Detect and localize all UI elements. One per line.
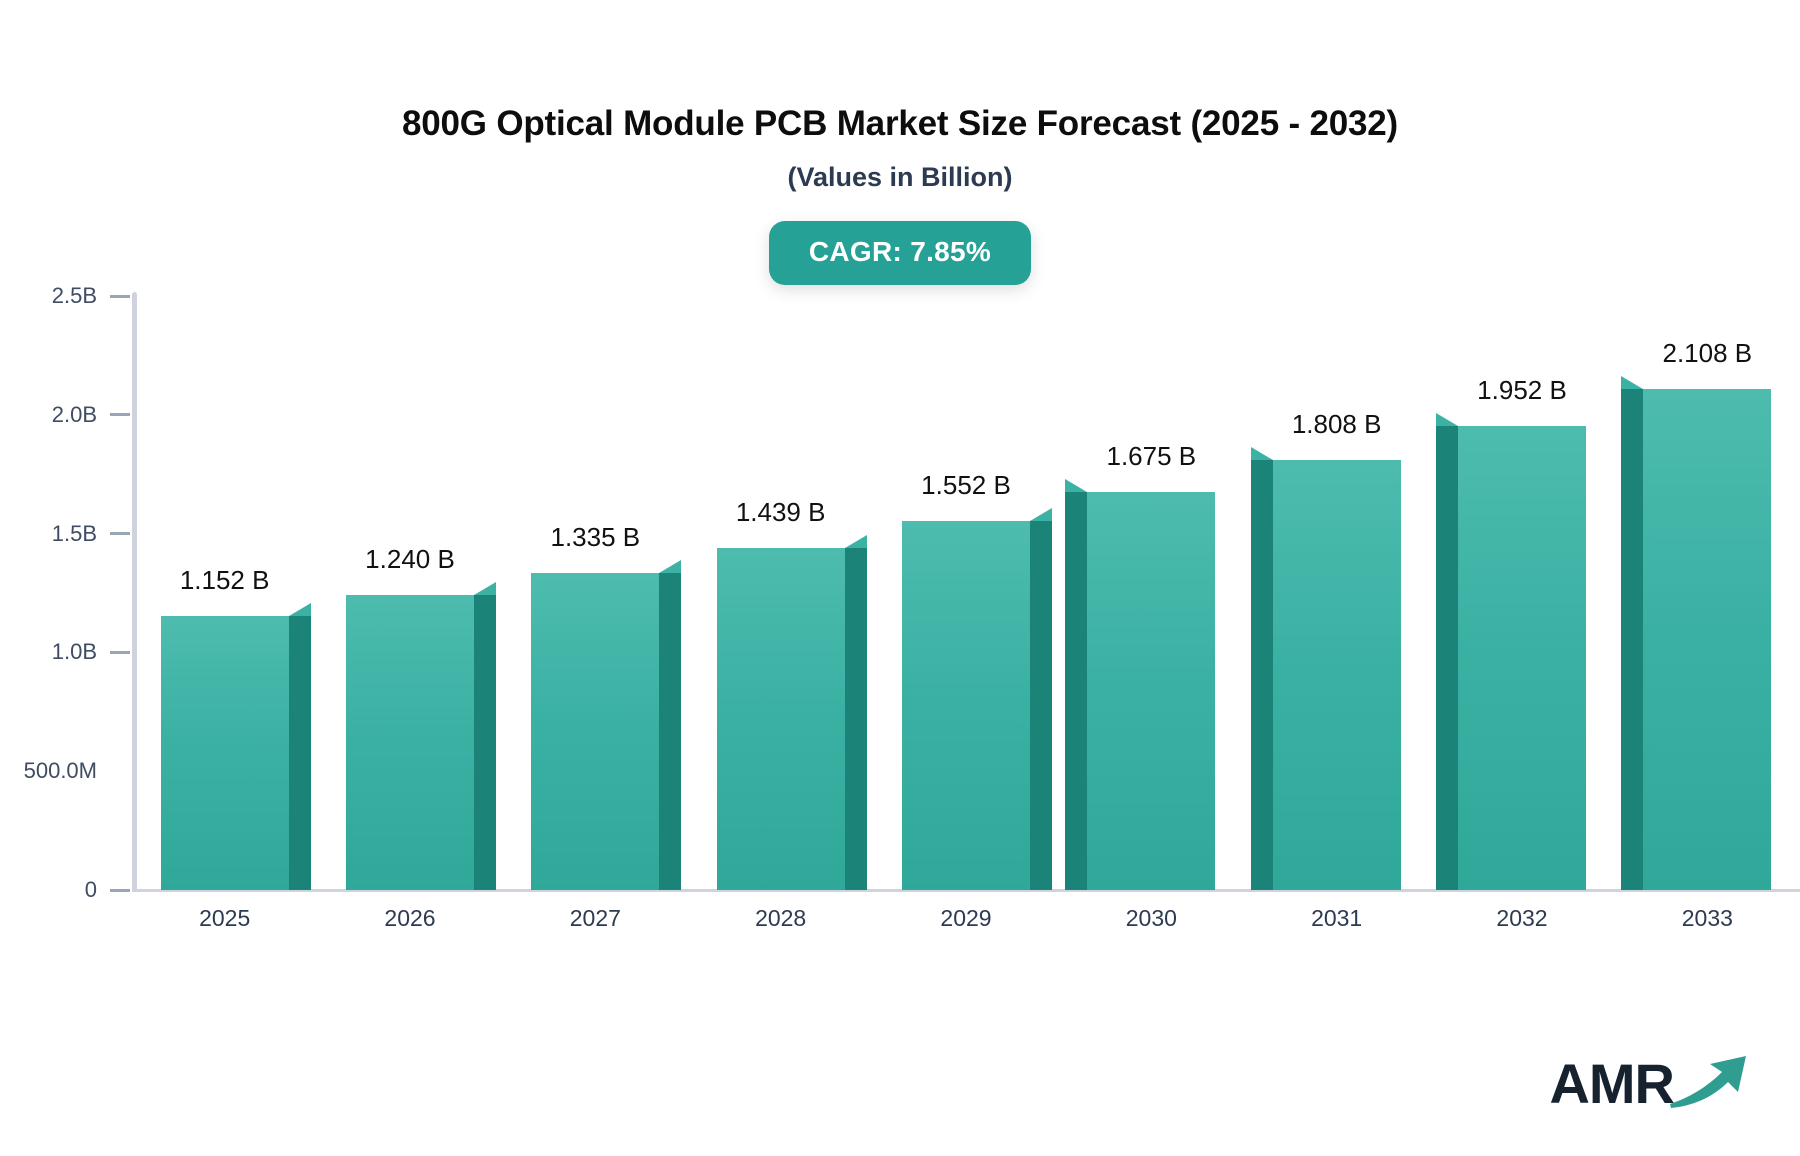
y-axis-tick-mark	[110, 650, 130, 654]
x-axis-tick-label: 2032	[1496, 905, 1548, 931]
bar-side-face	[844, 548, 867, 890]
bar-2033[interactable]: 2.108 B	[1621, 338, 1772, 890]
bar-value-label: 2.108 B	[1662, 338, 1753, 369]
x-axis-tick-label: 2029	[940, 905, 992, 931]
bar-top-face	[1436, 413, 1458, 427]
bar-top-face	[474, 582, 496, 596]
bar-value-label: 1.335 B	[550, 521, 641, 552]
y-axis-tick-label: 2.0B	[51, 401, 97, 427]
bar-side-face	[1436, 426, 1458, 890]
bar-front-face	[531, 572, 660, 890]
bar-2030[interactable]: 1.675 B	[1065, 441, 1216, 890]
bar-side-face	[1030, 521, 1052, 890]
bar-top-face	[659, 559, 682, 573]
bar-top-face	[1250, 447, 1273, 461]
bar-top-face	[1621, 376, 1644, 390]
y-axis-tick-label: 1.5B	[51, 520, 97, 546]
y-axis-tick-mark	[110, 532, 130, 536]
bar-side-face	[1621, 389, 1644, 890]
bar-value-label: 1.152 B	[179, 565, 270, 596]
bar-2031[interactable]: 1.808 B	[1250, 409, 1401, 890]
bar-front-face	[902, 521, 1030, 890]
bar-side-face	[1065, 492, 1088, 890]
bar-value-label: 1.952 B	[1477, 375, 1567, 406]
bar-side-face	[1250, 460, 1273, 890]
y-axis-tick-mark	[110, 413, 130, 417]
x-axis-tick-label: 2033	[1681, 905, 1733, 931]
amr-logo: AMR	[1549, 1048, 1752, 1112]
bar-front-face	[160, 616, 289, 890]
x-axis-tick-label: 2030	[1125, 905, 1177, 931]
y-axis-tick: 1.0B	[0, 639, 130, 665]
bar-top-face	[844, 535, 867, 549]
x-axis-tick-label: 2025	[199, 905, 251, 931]
bar-2027[interactable]: 1.335 B	[531, 522, 682, 890]
bar-value-label: 1.552 B	[921, 470, 1011, 501]
y-axis-tick-label: 0	[84, 877, 97, 902]
logo-wordmark: AMR	[1549, 1052, 1675, 1115]
chart-subtitle: (Values in Billion)	[787, 162, 1013, 193]
bar-2032[interactable]: 1.952 B	[1436, 375, 1586, 890]
bar-front-face	[1643, 389, 1772, 890]
bar-side-face	[288, 616, 311, 890]
growth-arrow-icon	[1670, 1056, 1746, 1108]
bar-front-face	[1272, 460, 1401, 890]
y-axis-tick-mark	[110, 294, 130, 298]
bar-2026[interactable]: 1.240 B	[346, 544, 496, 890]
x-axis-tick-label: 2026	[384, 905, 436, 931]
y-axis-tick: 2.5B	[0, 283, 130, 308]
cagr-badge: CAGR: 7.85%	[768, 221, 1032, 286]
y-axis-tick-mark	[110, 888, 130, 892]
x-axis-tick-label: 2031	[1311, 905, 1363, 931]
x-axis-tick-label: 2027	[569, 905, 621, 931]
x-axis-line	[132, 889, 1800, 892]
y-axis-tick-label: 1.0B	[51, 639, 97, 665]
y-axis-tick: 0	[0, 877, 130, 902]
bar-side-face	[474, 595, 496, 890]
bar-value-label: 1.808 B	[1291, 409, 1382, 440]
bar-value-label: 1.439 B	[735, 497, 826, 528]
bar-front-face	[346, 595, 474, 890]
cagr-badge-wrapper: CAGR: 7.85%	[0, 221, 1800, 286]
bar-2028[interactable]: 1.439 B	[716, 497, 867, 890]
chart-header: 800G Optical Module PCB Market Size Fore…	[0, 0, 1800, 286]
bar-front-face	[716, 548, 845, 890]
bar-front-face	[1087, 492, 1216, 890]
page-title: 800G Optical Module PCB Market Size Fore…	[401, 104, 1398, 143]
bar-top-face	[288, 603, 311, 617]
bar-side-face	[659, 572, 682, 890]
x-axis-tick-label: 2028	[755, 905, 807, 931]
bar-value-label: 1.240 B	[365, 544, 455, 575]
bars-layer: 1.152 B 2025 1.240 B 2026 1.335 B 2027 1.439 B…	[132, 0, 1800, 1156]
y-axis-tick: 500.0M	[0, 758, 130, 784]
y-axis-tick: 2.0B	[0, 401, 130, 427]
bar-front-face	[1458, 426, 1586, 890]
y-axis-tick-label: 500.0M	[23, 758, 97, 784]
y-axis-tick-label: 2.5B	[51, 283, 97, 308]
bar-2025[interactable]: 1.152 B	[160, 565, 311, 890]
y-axis-tick: 1.5B	[0, 520, 130, 546]
bar-2029[interactable]: 1.552 B	[902, 470, 1052, 890]
y-axis-line	[132, 292, 137, 892]
bar-top-face	[1065, 479, 1088, 493]
bar-top-face	[1030, 508, 1052, 522]
bar-value-label: 1.675 B	[1106, 441, 1197, 472]
